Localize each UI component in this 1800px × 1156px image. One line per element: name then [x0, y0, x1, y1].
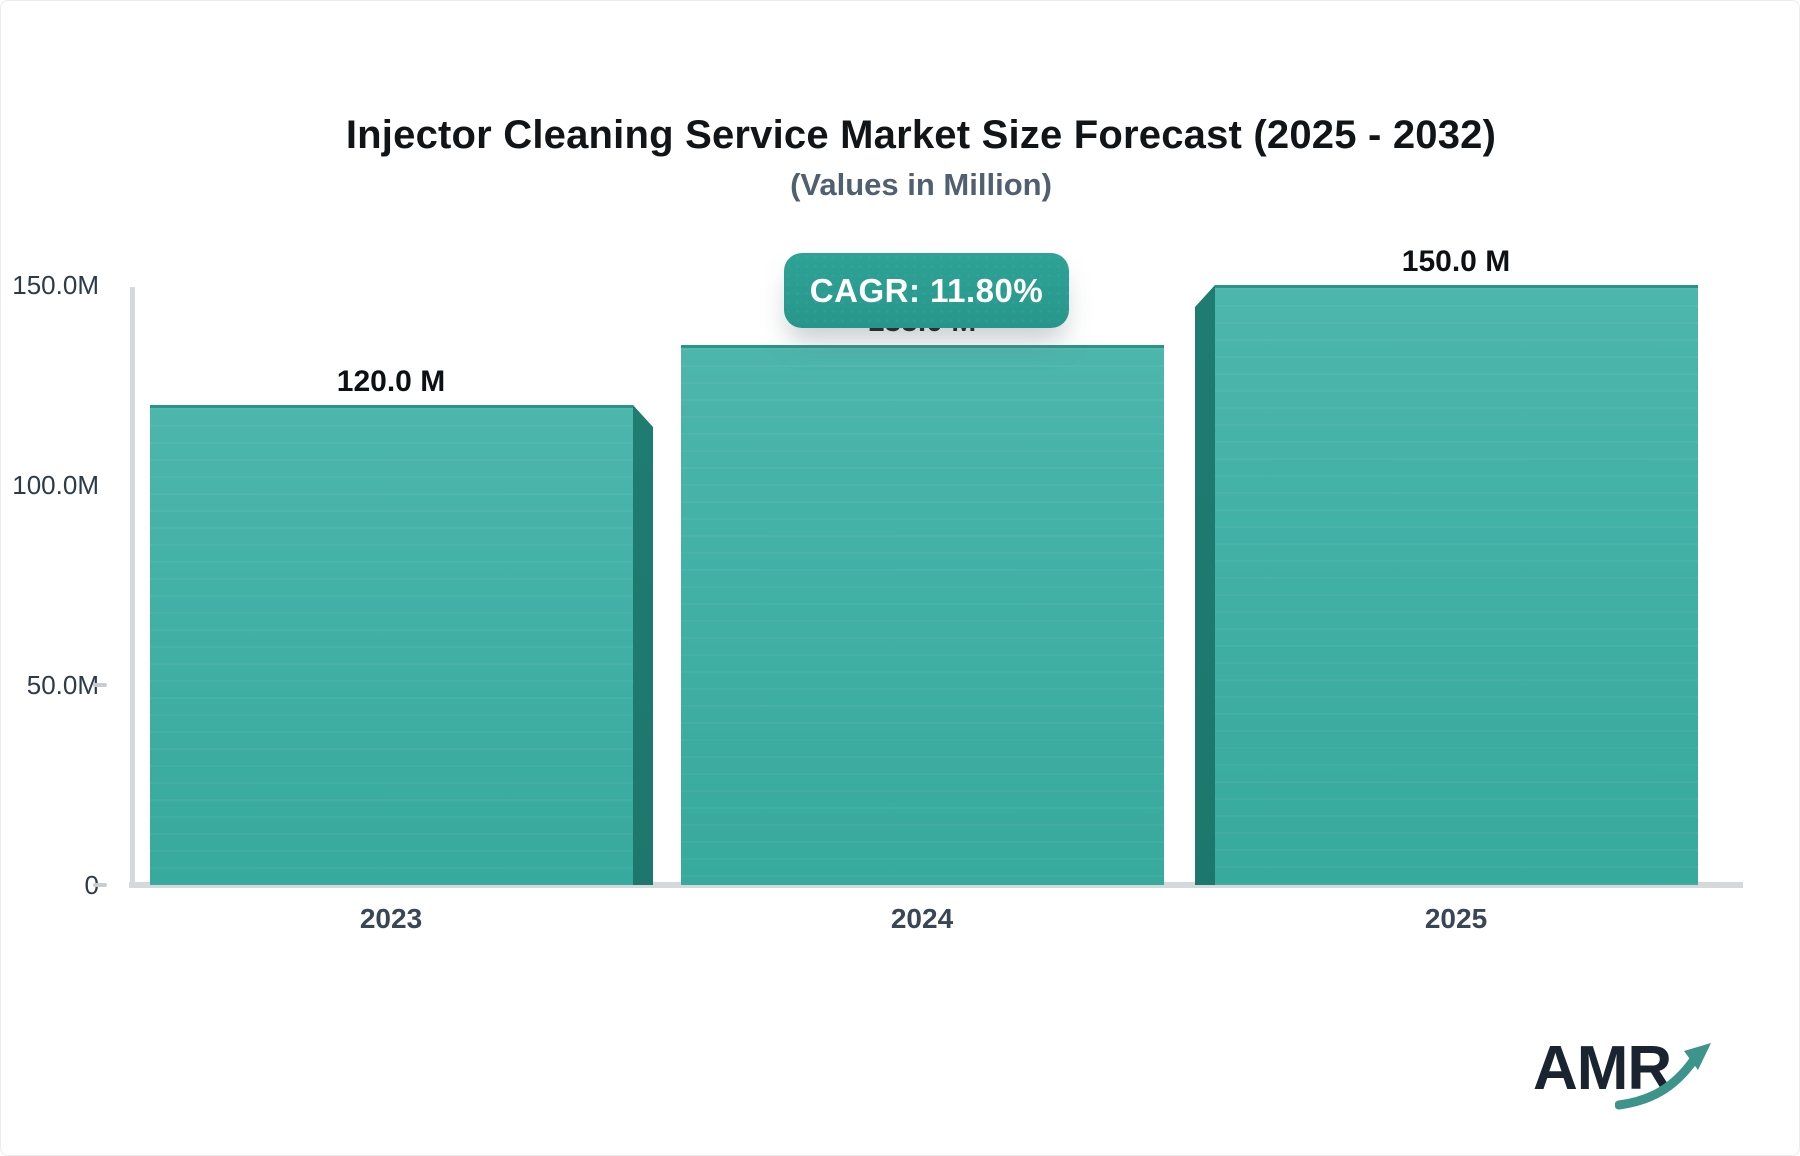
bar-3d-side — [633, 405, 653, 885]
bar-2025: 150.0 M — [1195, 245, 1698, 885]
y-axis-line — [130, 287, 135, 885]
bar-2023: 120.0 M — [150, 285, 653, 885]
y-axis-tick-label: 50.0M — [26, 670, 99, 700]
y-axis: 150.0M 100.0M 50.0M 0 — [1, 272, 107, 898]
bar-value-label: 120.0 M — [336, 365, 446, 398]
bar-3d-side — [1195, 285, 1215, 885]
y-axis-tick-label: 150.0M — [12, 270, 99, 300]
y-axis-tick-mark — [93, 683, 107, 687]
x-axis-label-2024: 2024 — [890, 903, 954, 934]
x-axis-label-2023: 2023 — [359, 903, 423, 934]
bar-value-label: 150.0 M — [1401, 245, 1511, 278]
amr-logo-text: AMR — [1533, 1034, 1672, 1103]
y-axis-tick-label: 100.0M — [12, 470, 99, 500]
x-axis-label-2025: 2025 — [1424, 903, 1488, 934]
chart-subtitle: (Values in Million) — [790, 167, 1052, 202]
cagr-badge-text: CAGR: 11.80% — [809, 271, 1044, 309]
bar-face — [681, 345, 1164, 885]
bar-2024: 135.0 M — [681, 285, 1164, 885]
x-axis-line — [129, 882, 1743, 888]
growth-arrow-icon — [1615, 1043, 1711, 1110]
chart-title: Injector Cleaning Service Market Size Fo… — [345, 113, 1497, 157]
y-axis-tick-mark — [93, 883, 107, 887]
amr-logo: AMR — [1533, 1021, 1733, 1121]
y-axis-tick-label: 0 — [84, 870, 99, 900]
cagr-badge: CAGR: 11.80% — [784, 253, 1069, 328]
bar-face — [1215, 285, 1698, 885]
bar-face — [150, 405, 633, 885]
